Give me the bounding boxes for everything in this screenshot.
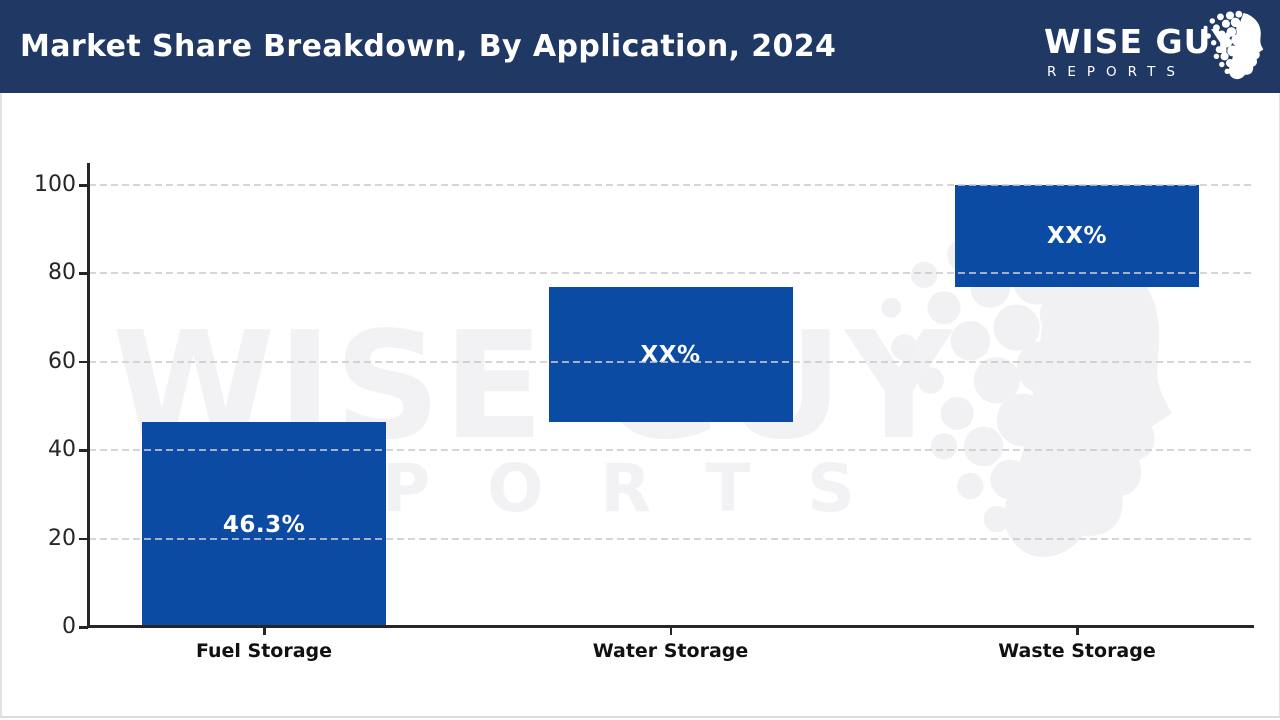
- gridline-y-100: [89, 184, 1253, 186]
- bar-waste-storage: XX%: [955, 185, 1199, 288]
- gridline-y-40: [89, 449, 1253, 452]
- chart-title: Market Share Breakdown, By Application, …: [20, 29, 837, 64]
- y-tick-label-80: 80: [48, 260, 76, 286]
- wiseguy-logo: WISE GUY REPORTS: [1014, 6, 1264, 88]
- x-category-label-fuel-storage: Fuel Storage: [195, 640, 333, 662]
- page-left-border: [0, 93, 2, 717]
- y-tick-label-60: 60: [48, 348, 76, 374]
- y-tick-mark-20: [79, 537, 88, 541]
- x-tick-mark-waste-storage: [1076, 627, 1079, 635]
- logo-head-icon: [1196, 10, 1264, 85]
- y-tick-label-100: 100: [34, 172, 76, 197]
- page-right-border: [1278, 93, 1280, 717]
- y-tick-mark-60: [79, 360, 88, 364]
- y-tick-mark-40: [79, 449, 88, 452]
- x-category-label-waste-storage: Waste Storage: [998, 640, 1156, 662]
- y-tick-label-40: 40: [48, 437, 76, 463]
- logo-wordmark: WISE GUY: [1044, 22, 1237, 61]
- y-tick-label-0: 0: [62, 614, 76, 639]
- x-tick-mark-water-storage: [669, 627, 672, 635]
- bar-value-label-water-storage: XX%: [640, 341, 701, 368]
- y-tick-mark-100: [79, 184, 88, 187]
- x-tick-mark-fuel-storage: [263, 627, 266, 635]
- bar-water-storage: XX%: [548, 287, 793, 423]
- y-axis-line: [87, 163, 90, 627]
- x-category-label-water-storage: Water Storage: [592, 640, 749, 662]
- y-tick-mark-80: [79, 272, 88, 275]
- logo-reports-text: REPORTS: [1047, 64, 1186, 80]
- y-tick-mark-0: [79, 626, 88, 629]
- bar-value-label-waste-storage: XX%: [1046, 223, 1107, 250]
- page-bottom-border: [0, 716, 1280, 718]
- gridline-y-80: [89, 272, 1253, 275]
- bar-fuel-storage: 46.3%: [142, 422, 386, 627]
- y-tick-label-20: 20: [48, 525, 76, 551]
- x-axis-line: [87, 625, 1254, 628]
- bar-value-label-fuel-storage: 46.3%: [222, 511, 306, 538]
- gridline-y-20: [89, 537, 1253, 540]
- gridline-y-60: [89, 360, 1253, 363]
- header-banner: Market Share Breakdown, By Application, …: [0, 0, 1280, 93]
